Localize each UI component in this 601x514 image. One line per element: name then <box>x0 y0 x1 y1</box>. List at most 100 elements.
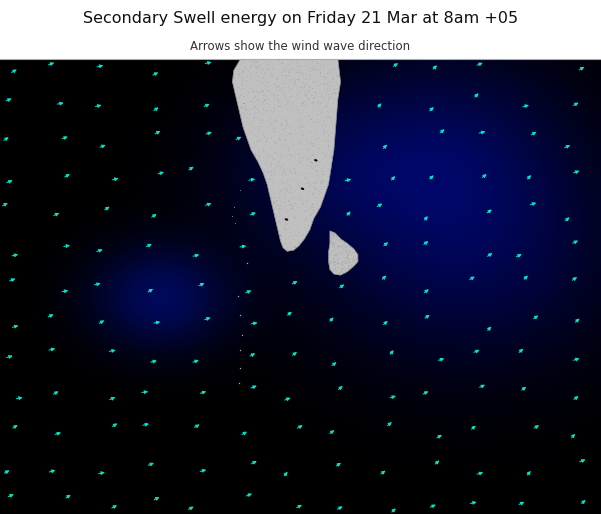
Point <box>346 259 355 267</box>
Point <box>281 102 291 110</box>
Point <box>321 151 331 159</box>
Point <box>305 67 315 76</box>
Point <box>285 156 294 164</box>
Point <box>292 130 302 138</box>
Point <box>292 164 302 172</box>
Point <box>328 230 338 238</box>
Point <box>282 74 291 82</box>
Point <box>306 138 316 146</box>
Point <box>271 125 281 133</box>
Point <box>290 216 299 225</box>
Point <box>313 119 322 127</box>
Point <box>296 171 305 179</box>
Point <box>281 143 291 152</box>
Point <box>276 219 286 228</box>
Point <box>266 74 275 82</box>
Point <box>281 186 291 194</box>
Point <box>260 128 269 137</box>
Point <box>291 199 300 208</box>
Point <box>322 106 332 115</box>
Point <box>296 121 305 130</box>
Point <box>331 245 341 253</box>
Point <box>272 91 282 100</box>
Point <box>303 138 313 146</box>
Point <box>333 237 343 245</box>
Point <box>254 64 264 72</box>
Point <box>293 148 303 156</box>
Point <box>297 132 307 140</box>
Point <box>285 167 295 175</box>
Point <box>334 266 343 274</box>
Point <box>293 59 302 67</box>
Point <box>320 136 329 144</box>
Point <box>256 115 266 123</box>
Point <box>277 142 287 150</box>
Point <box>327 258 337 266</box>
Point <box>247 118 257 126</box>
Point <box>303 120 313 128</box>
Point <box>274 205 284 213</box>
Point <box>258 168 268 176</box>
Point <box>281 226 290 234</box>
Point <box>306 162 316 171</box>
Point <box>319 170 328 178</box>
Point <box>305 82 314 90</box>
Point <box>258 87 268 95</box>
Point <box>254 145 264 153</box>
Point <box>343 244 353 252</box>
Point <box>344 257 354 265</box>
Point <box>261 165 270 173</box>
Point <box>282 208 291 216</box>
Point <box>337 260 346 268</box>
Point <box>301 214 311 222</box>
Point <box>316 179 326 187</box>
Point <box>278 214 287 223</box>
Point <box>316 92 325 100</box>
Point <box>293 229 302 237</box>
Point <box>328 232 338 241</box>
Point <box>302 162 311 171</box>
Point <box>306 140 316 148</box>
Point <box>307 91 317 99</box>
Point <box>271 105 281 113</box>
Point <box>327 248 337 256</box>
Point <box>253 137 263 145</box>
Point <box>346 259 355 267</box>
Point <box>343 241 352 249</box>
Point <box>282 139 292 147</box>
Point <box>299 160 308 169</box>
Point <box>285 150 294 158</box>
Point <box>264 59 274 67</box>
Point <box>297 140 307 148</box>
Point <box>276 85 285 94</box>
Point <box>272 117 281 125</box>
Point <box>299 100 308 108</box>
Point <box>290 131 299 139</box>
Point <box>290 170 300 178</box>
Point <box>267 71 277 80</box>
Point <box>296 78 305 86</box>
Point <box>310 179 320 188</box>
Point <box>300 131 310 139</box>
Point <box>251 77 261 85</box>
Point <box>242 114 252 122</box>
Point <box>319 107 328 115</box>
Point <box>248 85 257 94</box>
Point <box>243 105 253 113</box>
Point <box>277 71 287 80</box>
Point <box>276 78 286 86</box>
Point <box>318 170 328 178</box>
Point <box>261 159 270 168</box>
Point <box>290 219 300 228</box>
Point <box>282 122 291 130</box>
Point <box>272 153 281 161</box>
Point <box>290 223 299 231</box>
Point <box>285 167 294 175</box>
Point <box>264 107 273 116</box>
Point <box>274 206 284 214</box>
Point <box>297 156 307 164</box>
Point <box>323 109 332 117</box>
Point <box>246 70 256 78</box>
Point <box>326 118 336 126</box>
Point <box>293 106 302 114</box>
